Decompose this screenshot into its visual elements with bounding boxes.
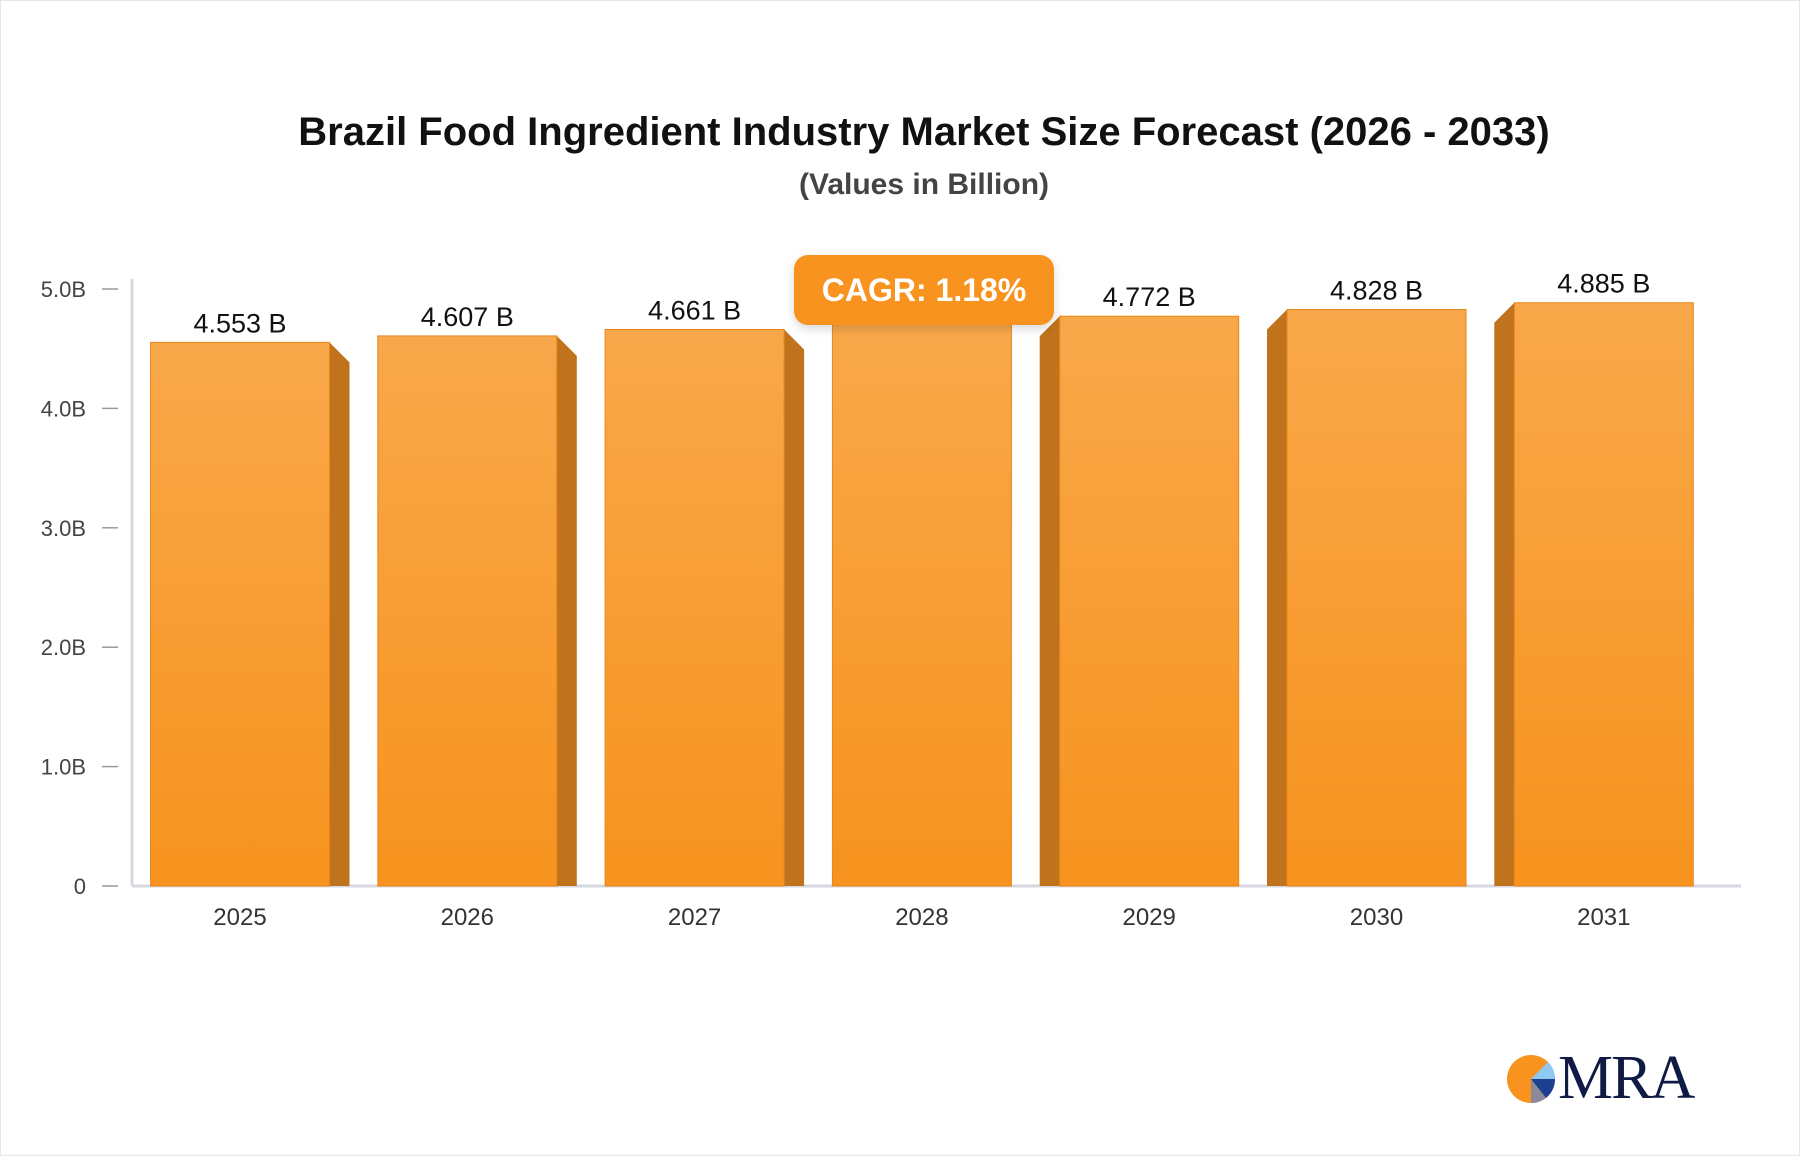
data-label: 4.661 B	[648, 295, 741, 325]
y-tick-label: 2.0B	[41, 635, 86, 660]
data-label: 4.828 B	[1330, 276, 1423, 306]
x-tick-label: 2029	[1123, 904, 1176, 931]
y-tick-label: 1.0B	[41, 755, 86, 780]
bar-side	[1494, 302, 1515, 887]
x-tick-label: 2031	[1577, 904, 1630, 931]
bar-side	[329, 342, 350, 886]
x-tick-label: 2030	[1350, 904, 1403, 931]
bar-side	[784, 329, 805, 887]
pie-logo-icon	[1507, 1054, 1556, 1103]
y-tick-label: 0	[74, 874, 86, 899]
data-label: 4.772 B	[1103, 282, 1196, 312]
x-tick-label: 2026	[441, 904, 494, 931]
bar-2026	[377, 335, 558, 887]
cagr-badge: CAGR: 1.18%	[794, 255, 1054, 325]
bar-2029	[1059, 315, 1240, 887]
chart-subtitle: (Values in Billion)	[798, 168, 1050, 201]
bar-2028	[831, 322, 1012, 887]
bar-2031	[1513, 302, 1694, 887]
bar-2027	[604, 328, 785, 887]
y-tick-label: 5.0B	[41, 277, 86, 302]
data-label: 4.607 B	[421, 302, 514, 332]
bar-2025	[150, 341, 330, 887]
y-tick-label: 3.0B	[41, 516, 86, 541]
logo-text: MRA	[1558, 1044, 1695, 1112]
x-tick-label: 2028	[895, 904, 948, 931]
bar-side	[1267, 309, 1287, 886]
x-tick-label: 2027	[668, 904, 721, 931]
chart-title: Brazil Food Ingredient Industry Market S…	[298, 110, 1550, 154]
y-tick-label: 4.0B	[41, 396, 86, 421]
mra-logo: MRA	[1506, 1043, 1695, 1114]
data-label: 4.885 B	[1557, 269, 1650, 299]
bar-2030	[1286, 309, 1467, 887]
x-tick-label: 2025	[213, 904, 266, 931]
data-label: 4.553 B	[193, 308, 286, 338]
bar-side	[1039, 316, 1060, 886]
bar-side	[556, 335, 577, 886]
